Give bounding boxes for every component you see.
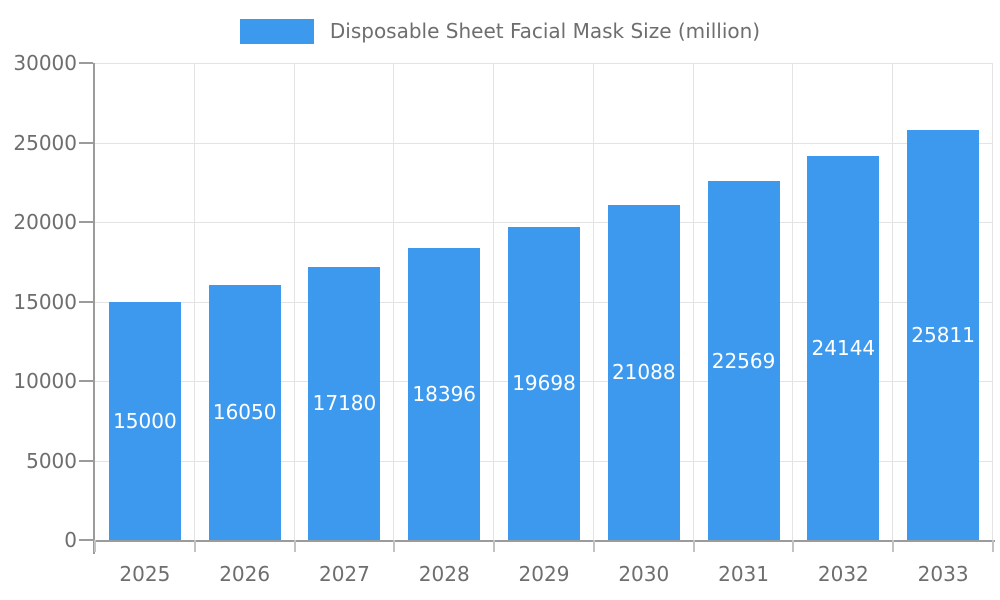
bar-value-label: 22569 [711,348,776,373]
bar-value-label: 17180 [312,391,377,416]
gridline-v [692,63,694,540]
gridline-v [992,63,993,540]
x-axis-label: 2030 [618,562,670,586]
bar-2030: 21088 [607,204,680,540]
x-tick-mark [692,540,695,552]
y-axis-label: 10000 [13,369,77,393]
y-tick-mark [79,141,93,144]
y-tick-mark [79,459,93,462]
y-axis-line [93,63,95,554]
x-tick-mark [293,540,296,552]
x-tick-mark [792,540,795,552]
bar-2026: 16050 [208,284,281,540]
legend-swatch [239,18,314,44]
x-axis-label: 2033 [917,562,969,586]
y-axis-label: 20000 [13,210,77,234]
legend-label: Disposable Sheet Facial Mask Size (milli… [329,19,761,43]
gridline-v [293,63,295,540]
gridline-v [393,63,395,540]
y-axis-label: 5000 [26,448,77,473]
bar-2027: 17180 [308,266,381,540]
bar-2029: 19698 [508,226,580,540]
bar-2032: 24144 [807,156,880,540]
bar-value-label: 21088 [611,360,676,385]
gridline-v [792,63,794,540]
gridline-h [95,142,993,144]
bar-value-label: 15000 [113,408,177,433]
gridline-h [95,63,993,64]
x-axis-label: 2026 [219,562,271,586]
bar-2025: 15000 [108,301,181,540]
gridline-v [193,63,195,540]
plot-area: 0 5000 10000 15000 20000 25000 30000 15000 2025 1… [13,51,995,586]
bar-value-label: 18396 [412,381,477,406]
y-axis-label: 0 [64,528,77,552]
y-axis-label: 25000 [13,130,77,155]
x-tick-mark [493,540,496,552]
gridline-h [95,222,993,223]
y-tick-mark [79,62,93,64]
x-tick-mark [592,540,595,552]
x-tick-mark [892,540,895,552]
x-tick-mark [992,540,994,552]
bar-2028: 18396 [408,247,481,540]
y-tick-mark [79,221,93,223]
x-axis-label: 2028 [418,562,470,586]
gridline-v [493,63,495,540]
bar-2033: 25811 [907,129,980,540]
y-tick-mark [79,539,93,541]
x-axis-label: 2029 [518,562,570,586]
chart-legend: Disposable Sheet Facial Mask Size (milli… [0,14,1000,48]
gridline-v [592,63,594,540]
x-axis-label: 2032 [817,562,869,586]
y-tick-mark [79,300,93,303]
x-axis-label: 2025 [119,562,171,586]
bar-value-label: 24144 [811,336,876,361]
bar-value-label: 16050 [212,400,277,425]
gridline-v [892,63,894,540]
x-tick-mark [193,540,196,552]
y-tick-mark [79,380,93,382]
x-axis-label: 2027 [318,562,370,586]
y-axis-label: 15000 [13,289,77,314]
x-tick-mark [393,540,396,552]
y-axis-label: 30000 [13,51,77,75]
bar-2031: 22569 [707,181,780,540]
x-axis-label: 2031 [718,562,769,586]
bar-value-label: 19698 [512,371,576,396]
x-tick-mark [94,540,96,552]
x-axis-line [93,540,995,542]
bar-value-label: 25811 [911,322,975,347]
